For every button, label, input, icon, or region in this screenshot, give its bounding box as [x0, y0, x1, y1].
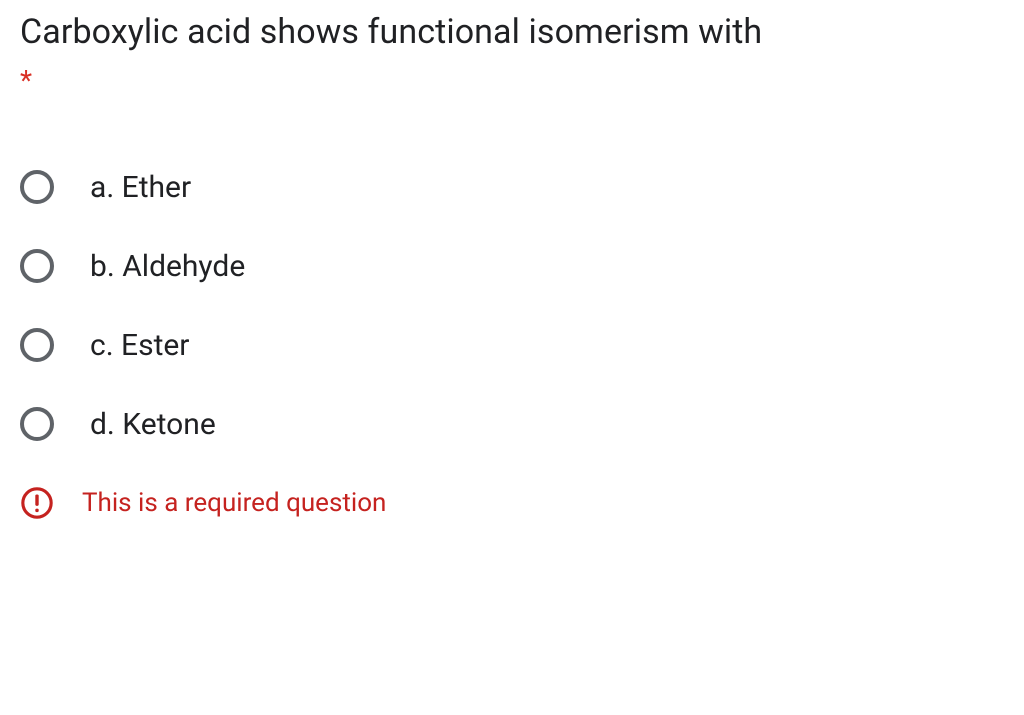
question-text: Carboxylic acid shows functional isomeri… [20, 10, 1004, 100]
option-aldehyde[interactable]: b. Aldehyde [20, 249, 1004, 284]
option-label: b. Aldehyde [90, 249, 245, 284]
validation-error: This is a required question [20, 486, 1004, 520]
option-ketone[interactable]: d. Ketone [20, 407, 1004, 442]
option-label: d. Ketone [90, 407, 216, 442]
error-message: This is a required question [82, 488, 386, 518]
radio-unchecked-icon [20, 170, 54, 204]
question-title: Carboxylic acid shows functional isomeri… [20, 12, 762, 52]
option-ether[interactable]: a. Ether [20, 170, 1004, 205]
option-label: a. Ether [90, 170, 191, 205]
form-question-card: Carboxylic acid shows functional isomeri… [0, 0, 1024, 540]
option-ester[interactable]: c. Ester [20, 328, 1004, 363]
required-indicator: * [20, 62, 1004, 100]
radio-unchecked-icon [20, 328, 54, 362]
error-icon [20, 486, 54, 520]
radio-unchecked-icon [20, 249, 54, 283]
option-label: c. Ester [90, 328, 189, 363]
radio-unchecked-icon [20, 407, 54, 441]
options-group: a. Ether b. Aldehyde c. Ester d. Ketone [20, 170, 1004, 442]
